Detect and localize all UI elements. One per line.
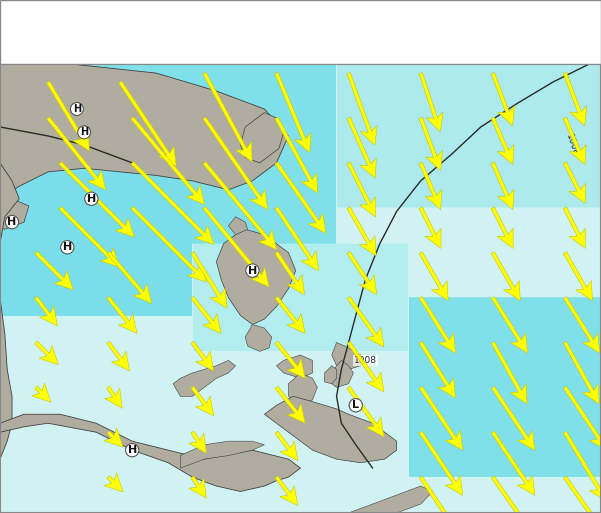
Text: H: H [63, 242, 72, 252]
Text: H: H [73, 104, 81, 114]
Polygon shape [228, 217, 248, 235]
Polygon shape [288, 373, 317, 405]
Polygon shape [276, 355, 313, 379]
Text: H: H [127, 445, 137, 455]
Text: 1008: 1008 [564, 132, 580, 157]
Polygon shape [245, 325, 272, 351]
Text: H: H [80, 127, 88, 137]
Polygon shape [332, 343, 361, 369]
Polygon shape [0, 415, 300, 491]
Polygon shape [325, 366, 337, 384]
Polygon shape [240, 113, 284, 163]
Text: Mean Sea Level Pressure Isobars: Mean Sea Level Pressure Isobars [192, 44, 409, 56]
Text: H: H [87, 194, 96, 204]
Polygon shape [349, 486, 433, 513]
Polygon shape [264, 396, 397, 463]
Text: 1008: 1008 [354, 356, 377, 365]
Text: H: H [248, 266, 257, 275]
Polygon shape [173, 360, 236, 396]
Polygon shape [0, 199, 29, 229]
Text: H: H [7, 217, 17, 227]
Text: L: L [352, 400, 359, 410]
Text: Surface Wind on Saturday 12 Oct at 2am PST: Surface Wind on Saturday 12 Oct at 2am P… [79, 11, 522, 30]
Polygon shape [0, 64, 288, 199]
Polygon shape [216, 229, 296, 325]
FancyBboxPatch shape [0, 0, 601, 64]
Polygon shape [180, 441, 264, 468]
Polygon shape [329, 360, 353, 387]
Polygon shape [0, 64, 19, 513]
